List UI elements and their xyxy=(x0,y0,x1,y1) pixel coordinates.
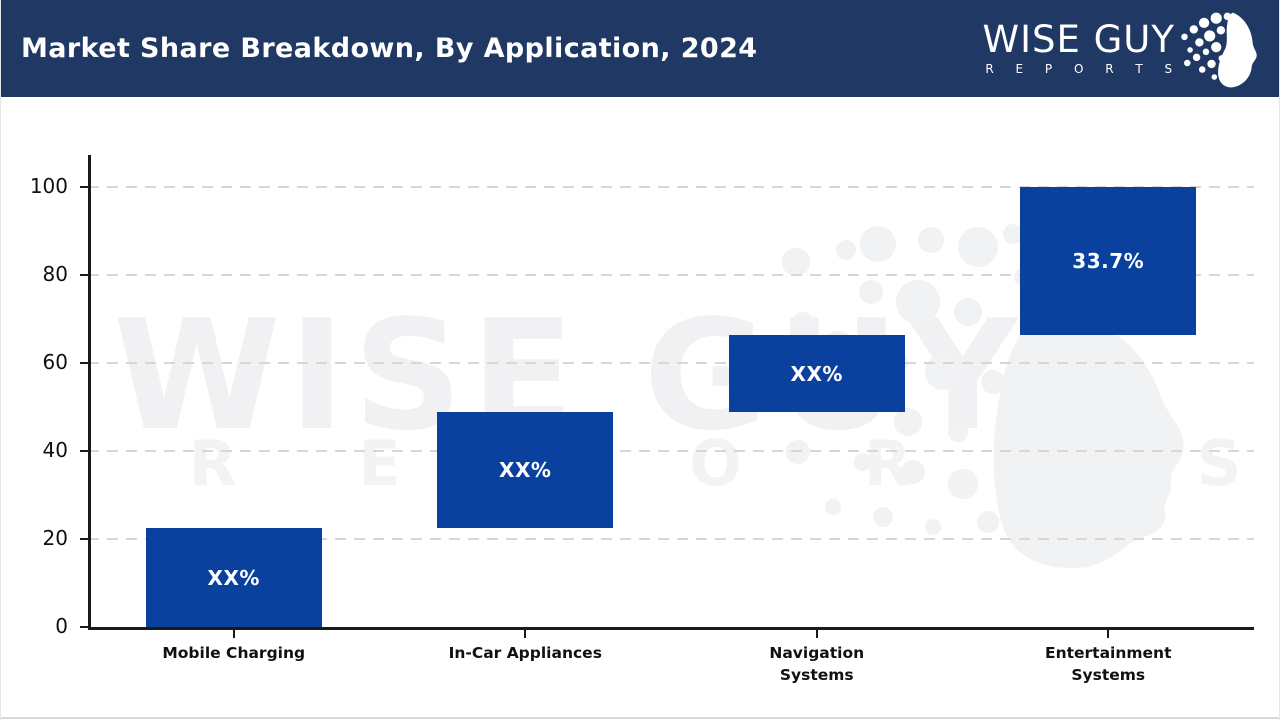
bar-segment: 33.7% xyxy=(1020,187,1197,336)
x-axis-tick xyxy=(1107,630,1110,638)
gridline xyxy=(88,186,1254,188)
bar-segment: XX% xyxy=(728,335,905,412)
y-axis-tick xyxy=(80,362,88,364)
x-axis-category-label: Entertainment Systems xyxy=(1044,644,1172,684)
logo-face-icon xyxy=(1181,12,1257,87)
y-axis-label: 20 xyxy=(42,526,68,550)
y-axis-line xyxy=(88,155,91,630)
bar-value-label: 33.7% xyxy=(1072,249,1145,274)
x-axis-category-label: Mobile Charging xyxy=(162,644,306,662)
header-bar: Market Share Breakdown, By Application, … xyxy=(1,0,1279,97)
x-axis-tick xyxy=(232,630,235,638)
y-axis-label: 40 xyxy=(42,438,68,462)
wise-guy-reports-logo: WISE GUY R E P O R T S xyxy=(983,8,1261,90)
y-axis-tick xyxy=(80,186,88,188)
page-title: Market Share Breakdown, By Application, … xyxy=(21,33,758,64)
y-axis-tick xyxy=(80,538,88,540)
x-axis-tick xyxy=(524,630,527,638)
x-axis-tick xyxy=(815,630,818,638)
x-axis-line xyxy=(88,627,1254,630)
bar-value-label: XX% xyxy=(790,361,843,386)
logo-wordmark: WISE GUY xyxy=(982,18,1175,62)
bar-segment: XX% xyxy=(437,411,614,529)
gridline xyxy=(88,274,1254,276)
logo-text: WISE GUY R E P O R T S xyxy=(982,18,1175,76)
chart-canvas: WISE GUY R E P O R T S 0 20 40 60 80 100 XX% Mo… xyxy=(1,97,1279,717)
y-axis-tick xyxy=(80,626,88,628)
watermark-face-icon xyxy=(782,224,1184,569)
y-axis-tick xyxy=(80,274,88,276)
gridline xyxy=(88,362,1254,364)
bottom-divider xyxy=(1,717,1279,719)
logo-subtitle: R E P O R T S xyxy=(985,61,1182,76)
x-axis-category-label: In-Car Appliances xyxy=(448,644,602,662)
y-axis-label: 0 xyxy=(55,614,68,638)
gridline xyxy=(88,538,1254,540)
y-axis-tick xyxy=(80,450,88,452)
y-axis-label: 100 xyxy=(29,174,68,198)
bar-value-label: XX% xyxy=(207,565,260,590)
bar-value-label: XX% xyxy=(499,458,552,483)
bar-segment: XX% xyxy=(145,528,322,627)
gridline xyxy=(88,450,1254,452)
y-axis-label: 80 xyxy=(42,262,68,286)
y-axis-label: 60 xyxy=(42,350,68,374)
x-axis-category-label: Navigation Systems xyxy=(769,644,865,684)
